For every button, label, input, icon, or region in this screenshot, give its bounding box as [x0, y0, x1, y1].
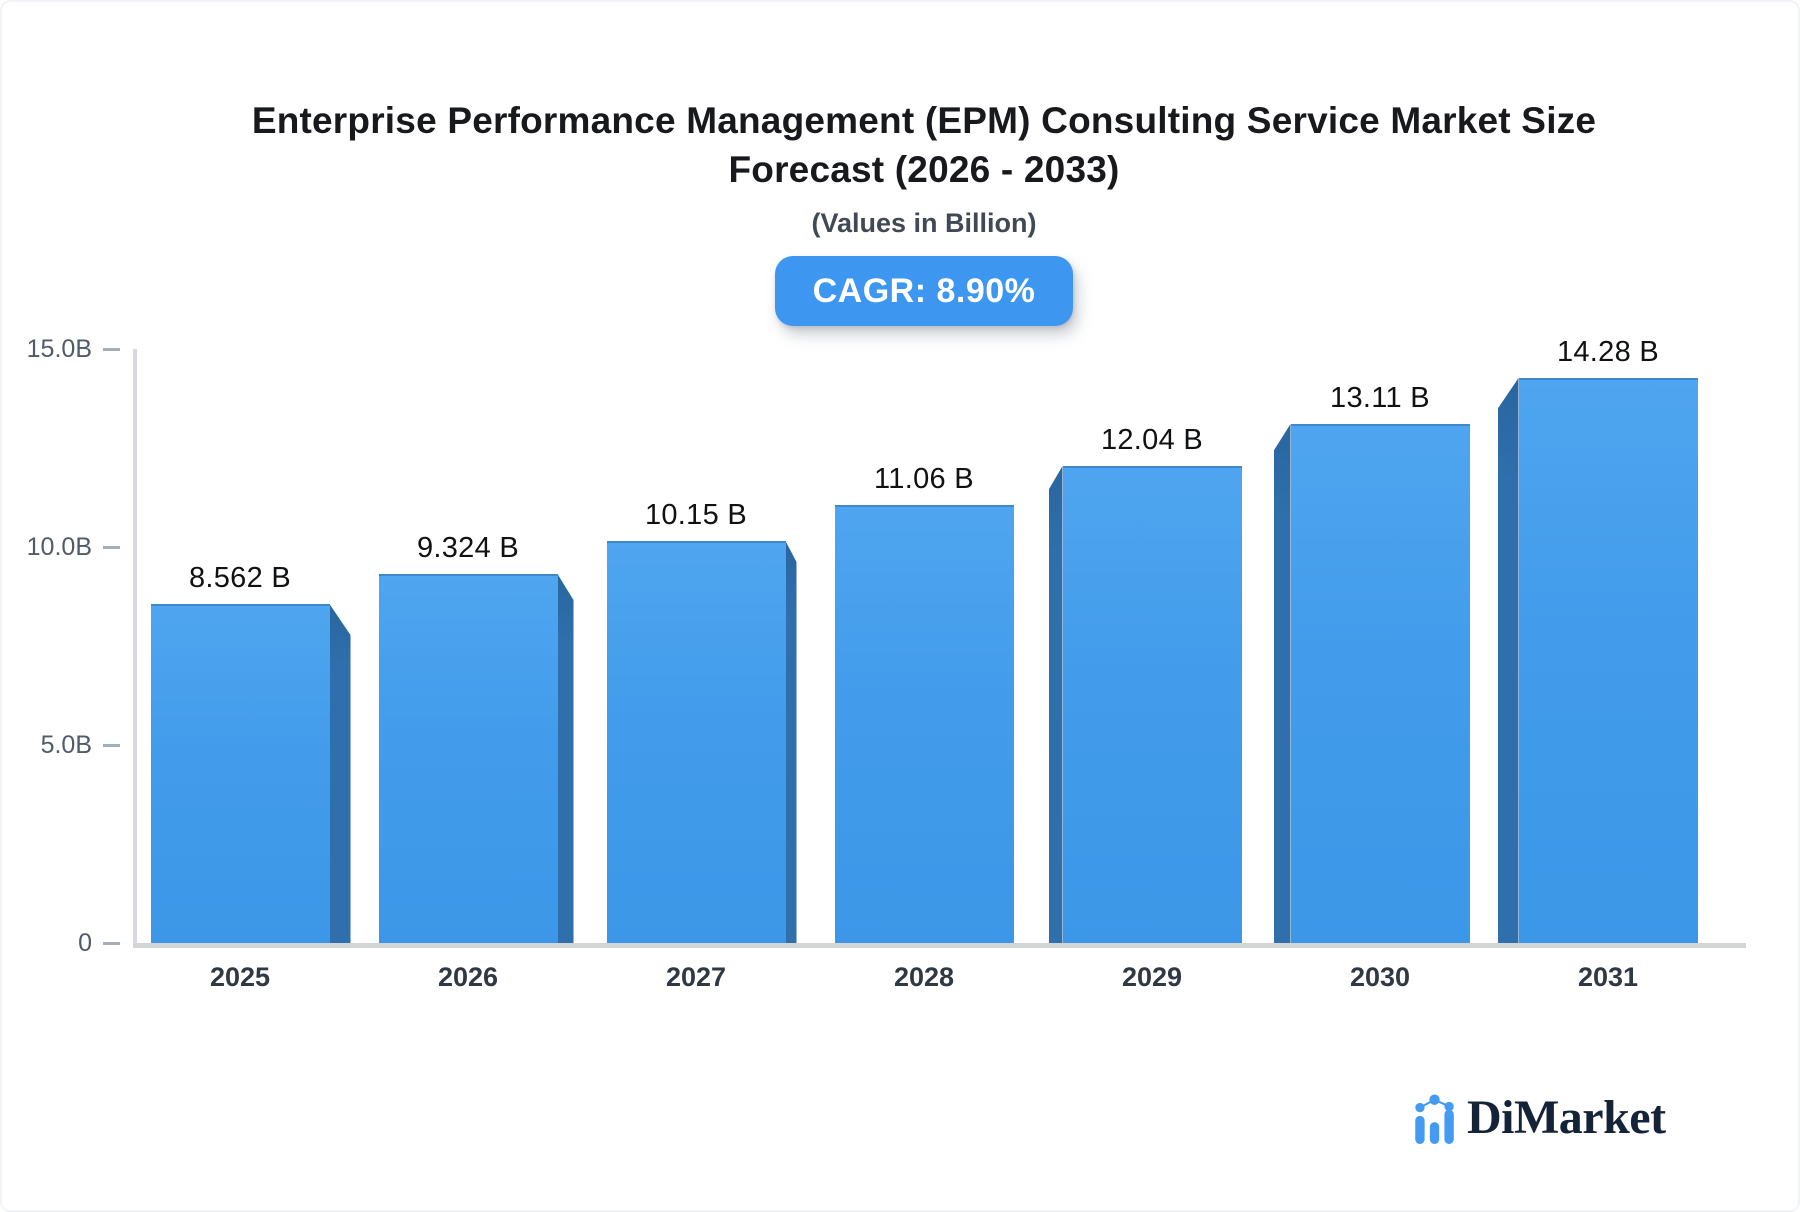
y-axis-tick-mark [103, 546, 120, 549]
bar-value-label-2028: 11.06 B [874, 463, 974, 495]
bar-value-label-2030: 13.11 B [1330, 382, 1430, 414]
x-axis-baseline [133, 943, 1746, 948]
bar-3d-side-2025 [329, 604, 351, 943]
bar-3d-side-2031 [1497, 378, 1519, 943]
bar-2030 [1290, 424, 1470, 943]
bar-2025 [150, 604, 330, 943]
bar-value-label-2025: 8.562 B [188, 562, 292, 594]
bar-3d-side-2029 [1048, 466, 1063, 943]
bar-2026 [378, 574, 558, 943]
dimarket-logo-text: DiMarket [1467, 1091, 1666, 1144]
y-axis-tick-label: 0 [78, 929, 92, 957]
y-axis-tick-mark [103, 348, 120, 351]
bar-3d-side-2027 [785, 541, 797, 943]
chart-title: Enterprise Performance Management (EPM) … [2, 96, 1798, 194]
bar-3d-side-2026 [557, 574, 574, 943]
x-axis-label-2027: 2027 [665, 962, 727, 992]
chart-header: Enterprise Performance Management (EPM) … [2, 96, 1798, 326]
dimarket-logo: DiMarket [1414, 1092, 1666, 1144]
bar-value-label-2026: 9.324 B [416, 532, 520, 564]
y-axis-tick-mark [103, 744, 120, 747]
y-axis-line [133, 349, 137, 947]
x-axis-label-2030: 2030 [1349, 962, 1411, 992]
y-axis-tick-label: 10.0B [26, 533, 92, 561]
y-axis-tick-label: 5.0B [40, 731, 92, 759]
cagr-badge-row: CAGR: 8.90% [2, 256, 1798, 326]
bar-2029 [1062, 466, 1242, 943]
cagr-badge: CAGR: 8.90% [774, 256, 1074, 326]
chart-subtitle: (Values in Billion) [811, 208, 1037, 238]
y-axis-tick-mark [103, 942, 120, 945]
dimarket-logo-icon [1415, 1094, 1454, 1144]
bar-value-label-2031: 14.28 B [1556, 336, 1660, 368]
x-axis-label-2028: 2028 [893, 962, 955, 992]
x-axis-label-2031: 2031 [1577, 962, 1639, 992]
x-axis-label-2029: 2029 [1121, 962, 1183, 992]
bar-2028 [834, 505, 1014, 943]
bar-value-label-2029: 12.04 B [1100, 424, 1204, 456]
bar-2027 [606, 541, 786, 943]
bar-3d-side-2030 [1273, 424, 1291, 943]
chart-title-line-1: Enterprise Performance Management (EPM) … [251, 100, 1597, 141]
x-axis-label-2025: 2025 [209, 962, 271, 992]
chart-title-line-2: Forecast (2026 - 2033) [728, 149, 1120, 190]
x-axis-label-2026: 2026 [437, 962, 499, 992]
y-axis-tick-label: 15.0B [26, 335, 92, 363]
bar-value-label-2027: 10.15 B [644, 499, 748, 531]
bar-2031 [1518, 378, 1698, 943]
